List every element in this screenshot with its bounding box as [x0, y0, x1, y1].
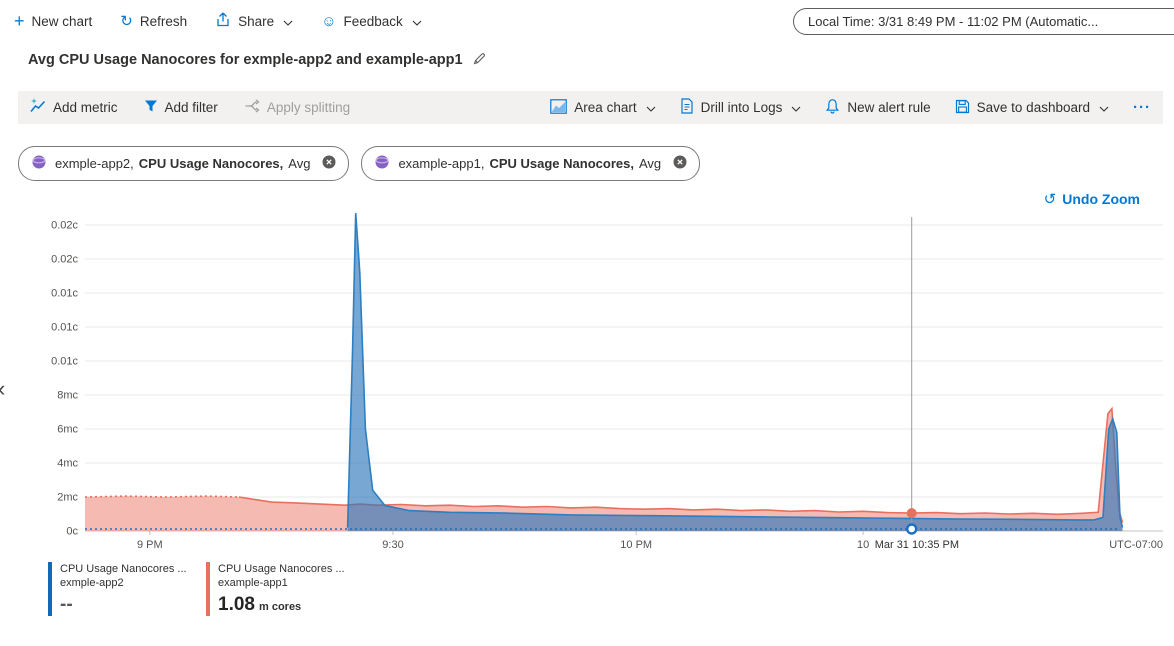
- chart-title-row: Avg CPU Usage Nanocores for exmple-app2 …: [28, 51, 1174, 69]
- svg-text:0.01c: 0.01c: [51, 288, 78, 300]
- pill-agg-label: Avg: [288, 156, 311, 171]
- remove-metric-icon[interactable]: [673, 155, 687, 172]
- legend-color-swatch: [206, 562, 210, 616]
- apply-splitting-button[interactable]: Apply splitting: [244, 98, 350, 117]
- split-icon: [244, 98, 260, 117]
- pill-metric-label: CPU Usage Nanocores,: [138, 156, 284, 171]
- chart-type-dropdown[interactable]: Area chart: [550, 98, 655, 117]
- chevron-down-icon: [412, 20, 422, 26]
- refresh-icon: ↻: [120, 13, 133, 30]
- legend-item-example-app1[interactable]: CPU Usage Nanocores ... example-app1 1.0…: [206, 562, 352, 616]
- logs-page-icon: [680, 98, 694, 117]
- legend-resource-name: example-app1: [218, 577, 288, 590]
- chart-legend: CPU Usage Nanocores ... exmple-app2 -- C…: [48, 562, 1174, 616]
- area-chart-icon: [550, 98, 568, 117]
- undo-icon: ↺: [1043, 190, 1057, 208]
- legend-hover-value: 1.08: [218, 593, 255, 615]
- save-to-dashboard-dropdown[interactable]: Save to dashboard: [955, 99, 1109, 117]
- svg-text:4mc: 4mc: [57, 458, 78, 470]
- ellipsis-icon: ···: [1133, 99, 1151, 116]
- chevron-down-icon: [1099, 106, 1109, 112]
- alert-bell-icon: [825, 98, 840, 117]
- more-commands-button[interactable]: ···: [1133, 100, 1151, 115]
- drill-into-logs-label: Drill into Logs: [700, 100, 783, 115]
- share-menu-button[interactable]: Share: [215, 12, 293, 31]
- undo-zoom-row: ↺ Undo Zoom: [0, 191, 1140, 207]
- svg-text:9 PM: 9 PM: [137, 539, 163, 551]
- chevron-down-icon: [646, 106, 655, 112]
- new-chart-button[interactable]: + New chart: [14, 10, 93, 31]
- chart-command-toolbar: Add metric Add filter Apply splitting Ar…: [18, 91, 1163, 124]
- metric-pill-exmple-app2[interactable]: exmple-app2, CPU Usage Nanocores, Avg: [18, 146, 350, 181]
- metrics-namespace-icon: [374, 154, 390, 173]
- pill-metric-label: CPU Usage Nanocores,: [489, 156, 634, 171]
- new-alert-rule-button[interactable]: New alert rule: [825, 98, 931, 117]
- filter-icon: [144, 99, 158, 116]
- time-range-label: Local Time: 3/31 8:49 PM - 11:02 PM (Aut…: [808, 14, 1099, 29]
- chart-area[interactable]: 0c 2mc 4mc 6mc 8mc 0.01c 0.01c 0.01c 0.02c 0.02c 9…: [0, 211, 1174, 556]
- undo-zoom-label: Undo Zoom: [1062, 191, 1140, 207]
- toolbar-right-group: Area chart Drill into Logs New alert rul…: [550, 98, 1151, 117]
- metrics-namespace-icon: [31, 154, 47, 173]
- chart-title: Avg CPU Usage Nanocores for exmple-app2 …: [28, 52, 463, 68]
- svg-text:8mc: 8mc: [57, 390, 78, 402]
- refresh-label: Refresh: [139, 14, 188, 29]
- svg-text:Mar 31 10:35 PM: Mar 31 10:35 PM: [875, 539, 959, 551]
- svg-text:UTC-07:00: UTC-07:00: [1109, 539, 1163, 551]
- new-chart-label: New chart: [31, 14, 93, 29]
- edit-title-icon[interactable]: [472, 51, 487, 69]
- legend-resource-name: exmple-app2: [60, 577, 124, 590]
- legend-metric-name: CPU Usage Nanocores ...: [218, 563, 345, 575]
- share-icon: [215, 12, 231, 31]
- legend-item-exmple-app2[interactable]: CPU Usage Nanocores ... exmple-app2 --: [48, 562, 194, 616]
- svg-text:0.02c: 0.02c: [51, 254, 78, 266]
- legend-metric-name: CPU Usage Nanocores ...: [60, 563, 187, 575]
- metric-pill-example-app1[interactable]: example-app1, CPU Usage Nanocores, Avg: [361, 146, 701, 181]
- smiley-icon: ☺: [321, 13, 337, 30]
- remove-metric-icon[interactable]: [322, 155, 336, 172]
- drill-into-logs-dropdown[interactable]: Drill into Logs: [680, 98, 802, 117]
- svg-text:2mc: 2mc: [57, 492, 78, 504]
- feedback-menu-button[interactable]: ☺ Feedback: [321, 14, 422, 29]
- apply-splitting-label: Apply splitting: [266, 100, 351, 115]
- chevron-down-icon: [791, 106, 801, 112]
- save-icon: [955, 99, 970, 117]
- pill-agg-label: Avg: [638, 156, 662, 171]
- pill-app-label: example-app1,: [398, 156, 485, 171]
- svg-text:0.01c: 0.01c: [51, 322, 78, 334]
- add-metric-label: Add metric: [53, 100, 118, 115]
- svg-text:9:30: 9:30: [382, 539, 403, 551]
- svg-text:0.02c: 0.02c: [51, 220, 78, 232]
- pill-app-label: exmple-app2,: [55, 156, 134, 171]
- svg-text:10: 10: [857, 539, 869, 551]
- metric-pills: exmple-app2, CPU Usage Nanocores, Avg ex…: [18, 146, 1174, 181]
- legend-hover-unit: m cores: [258, 600, 302, 613]
- add-metric-icon: [30, 98, 46, 117]
- metrics-area-chart[interactable]: 0c 2mc 4mc 6mc 8mc 0.01c 0.01c 0.01c 0.02c 0.02c 9…: [0, 211, 1174, 556]
- svg-text:0.01c: 0.01c: [51, 356, 78, 368]
- collapse-left-chevron[interactable]: ‹: [0, 376, 5, 402]
- svg-text:6mc: 6mc: [57, 424, 78, 436]
- add-filter-button[interactable]: Add filter: [144, 99, 218, 116]
- plus-icon: +: [14, 10, 25, 31]
- svg-text:0c: 0c: [66, 526, 78, 538]
- chevron-down-icon: [283, 20, 293, 26]
- add-metric-button[interactable]: Add metric: [30, 98, 118, 117]
- feedback-label: Feedback: [343, 14, 403, 29]
- svg-text:10 PM: 10 PM: [620, 539, 652, 551]
- legend-color-swatch: [48, 562, 52, 616]
- undo-zoom-button[interactable]: ↺ Undo Zoom: [1044, 191, 1140, 207]
- new-alert-rule-label: New alert rule: [847, 100, 931, 115]
- save-to-dashboard-label: Save to dashboard: [976, 100, 1090, 115]
- time-range-button[interactable]: Local Time: 3/31 8:49 PM - 11:02 PM (Aut…: [793, 8, 1174, 35]
- legend-hover-value: --: [60, 593, 73, 615]
- refresh-button[interactable]: ↻ Refresh: [120, 14, 187, 29]
- chart-type-label: Area chart: [574, 100, 637, 115]
- share-label: Share: [238, 14, 275, 29]
- top-command-bar: + New chart ↻ Refresh Share ☺ Feedback: [0, 0, 1174, 31]
- add-filter-label: Add filter: [164, 100, 218, 115]
